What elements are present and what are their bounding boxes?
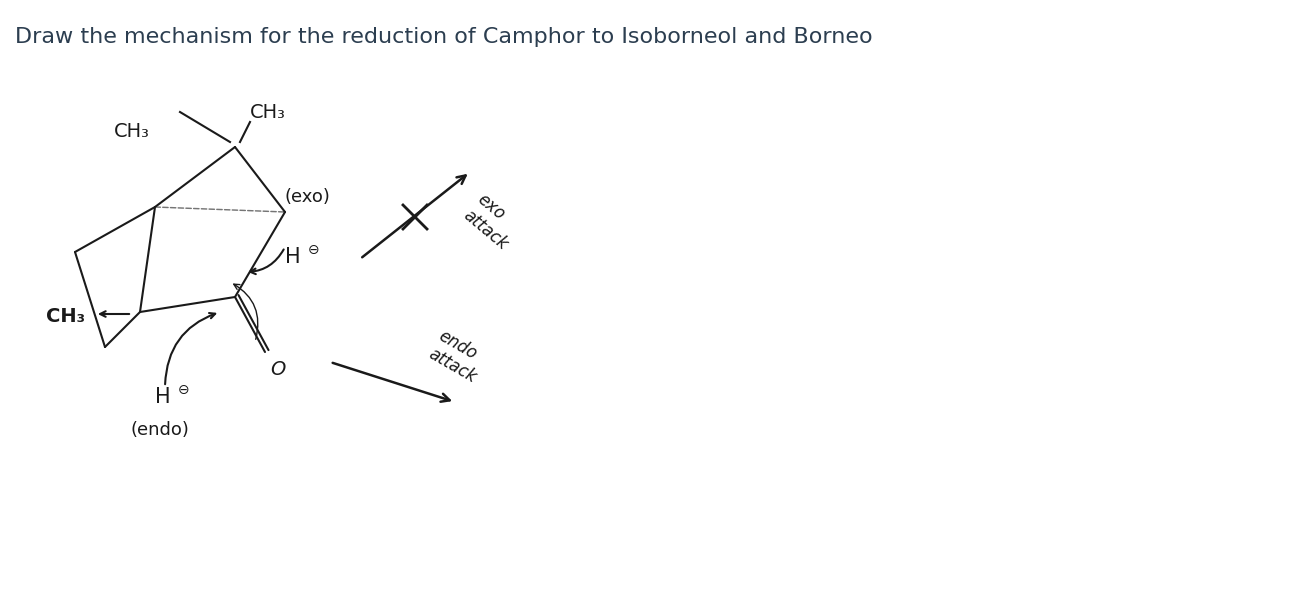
- Text: O: O: [270, 360, 286, 379]
- Text: H: H: [155, 387, 171, 407]
- Text: Draw the mechanism for the reduction of Camphor to Isoborneol and Borneo: Draw the mechanism for the reduction of …: [16, 27, 872, 47]
- Text: ⊖: ⊖: [179, 383, 190, 397]
- Text: (endo): (endo): [129, 421, 189, 439]
- Text: CH₃: CH₃: [114, 122, 150, 141]
- Text: ⊖: ⊖: [308, 243, 320, 257]
- Text: CH₃: CH₃: [47, 308, 85, 326]
- Text: H: H: [285, 247, 300, 267]
- Text: CH₃: CH₃: [250, 103, 286, 122]
- Text: endo
attack: endo attack: [424, 327, 489, 387]
- Text: (exo): (exo): [285, 188, 331, 206]
- Text: exo
attack: exo attack: [459, 190, 525, 253]
